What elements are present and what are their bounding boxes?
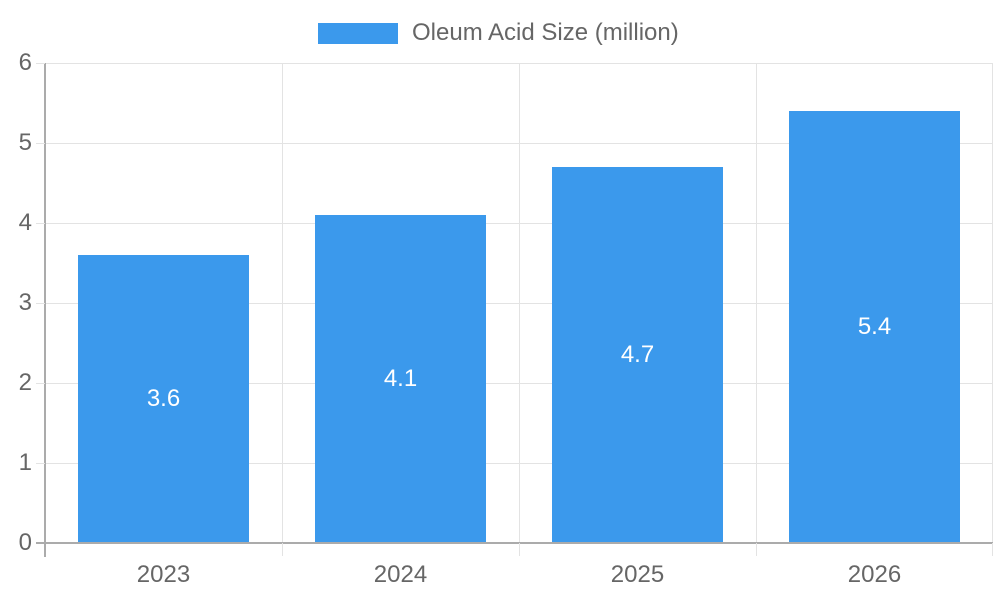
bar-2024: 4.1	[315, 215, 486, 543]
x-axis-tick	[992, 543, 993, 556]
x-axis-tick	[282, 543, 283, 556]
gridline-vertical	[519, 63, 520, 543]
x-axis-tick-label: 2023	[136, 561, 191, 588]
y-axis-tick	[36, 223, 45, 224]
y-axis-tick	[36, 63, 45, 64]
y-axis-tick-label: 0	[18, 529, 32, 556]
plot-area: 3.6 4.1 4.7 5.4	[45, 63, 993, 543]
y-axis-tick	[36, 383, 45, 384]
chart-legend: Oleum Acid Size (million)	[318, 19, 679, 46]
bar-2025: 4.7	[552, 167, 723, 543]
gridline-vertical	[756, 63, 757, 543]
x-axis-tick-label: 2025	[610, 561, 665, 588]
y-axis-tick	[36, 463, 45, 464]
y-axis-tick-label: 3	[18, 289, 32, 316]
x-axis-tick	[756, 543, 757, 556]
y-axis-tick-label: 2	[18, 369, 32, 396]
gridline-vertical	[282, 63, 283, 543]
bar-2026: 5.4	[789, 111, 960, 543]
x-axis-line	[36, 542, 993, 544]
bar-value-label: 5.4	[857, 313, 892, 340]
bar-value-label: 4.1	[383, 365, 418, 392]
bar-value-label: 4.7	[620, 341, 655, 368]
y-axis-tick	[36, 143, 45, 144]
x-axis-tick-label: 2024	[373, 561, 428, 588]
bar-2023: 3.6	[78, 255, 249, 543]
y-axis-tick-label: 6	[18, 49, 32, 76]
y-axis-tick-label: 5	[18, 129, 32, 156]
legend-label: Oleum Acid Size (million)	[412, 19, 679, 46]
legend-swatch-icon	[318, 22, 398, 44]
y-axis-line	[44, 63, 46, 557]
bar-value-label: 3.6	[146, 385, 181, 412]
gridline-vertical	[992, 63, 993, 543]
y-axis-tick	[36, 303, 45, 304]
y-axis-tick-label: 4	[18, 209, 32, 236]
x-axis-tick	[519, 543, 520, 556]
x-axis-tick-label: 2026	[847, 561, 902, 588]
y-axis-tick-label: 1	[18, 449, 32, 476]
